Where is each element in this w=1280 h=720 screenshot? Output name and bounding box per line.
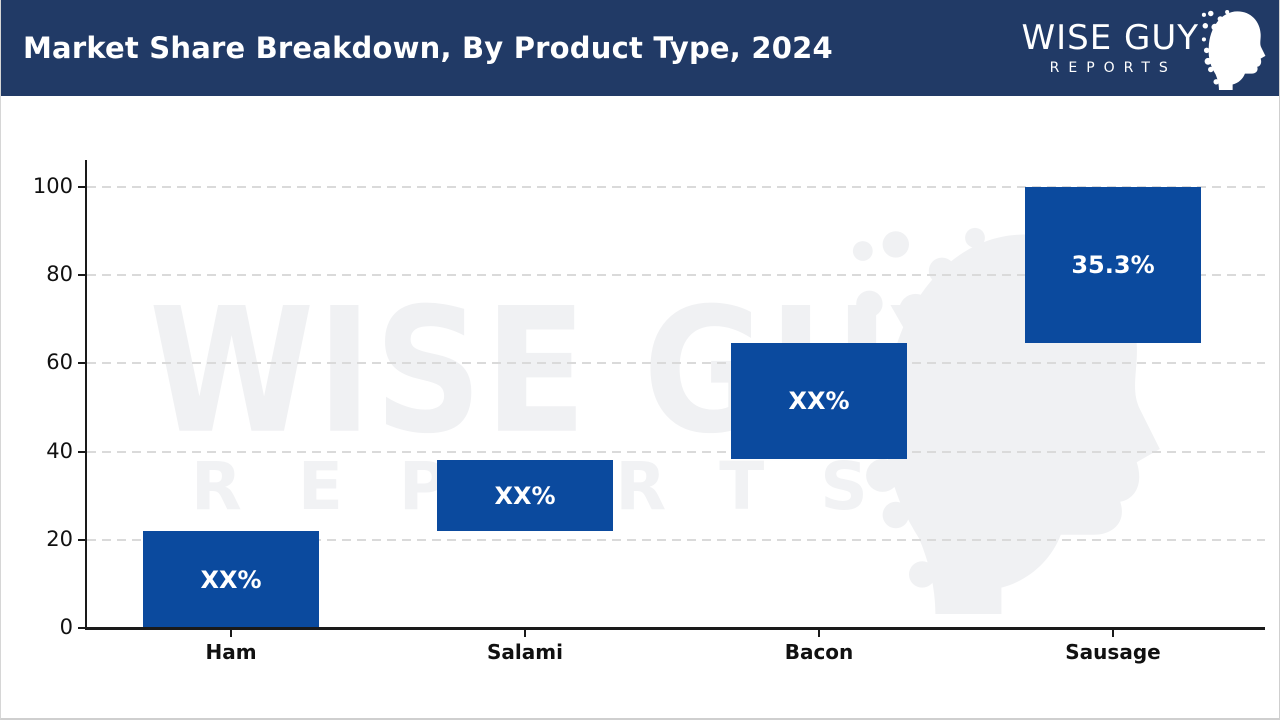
gridline-100 (87, 186, 1265, 188)
x-tick-label-salami: Salami (487, 640, 563, 664)
bar-bacon: XX% (731, 343, 907, 459)
x-tick-label-ham: Ham (205, 640, 257, 664)
bar-ham: XX% (143, 531, 319, 628)
bar-value-label-salami: XX% (494, 481, 556, 510)
logo-wordmark: WISE GUY REPORTS (1021, 18, 1199, 76)
y-tick-label-80: 80 (46, 262, 73, 286)
bar-sausage: 35.3% (1025, 187, 1201, 343)
bar-value-label-bacon: XX% (788, 387, 850, 415)
logo-face-icon (1195, 8, 1273, 91)
logo-subtitle: REPORTS (1049, 60, 1177, 76)
gridline-40 (87, 451, 1265, 453)
x-tick-label-sausage: Sausage (1065, 640, 1161, 664)
gridline-20 (87, 539, 1265, 541)
gridline-80 (87, 274, 1265, 276)
bar-value-label-sausage: 35.3% (1071, 251, 1155, 279)
page-title: Market Share Breakdown, By Product Type,… (23, 31, 833, 65)
x-tick-bacon (818, 630, 820, 637)
x-tick-salami (524, 630, 526, 637)
y-tick-label-20: 20 (46, 527, 73, 551)
y-tick-40 (78, 451, 85, 453)
y-tick-80 (78, 274, 85, 276)
logo-name: WISE GUY (1021, 18, 1199, 58)
x-tick-sausage (1112, 630, 1114, 637)
bar-value-label-ham: XX% (200, 565, 262, 594)
x-axis-line (85, 627, 1265, 630)
x-tick-label-bacon: Bacon (784, 640, 854, 664)
y-tick-label-60: 60 (46, 350, 73, 374)
y-tick-0 (78, 627, 85, 629)
y-tick-label-100: 100 (32, 174, 73, 198)
brand-logo: WISE GUY REPORTS (1019, 4, 1269, 92)
y-tick-100 (78, 186, 85, 188)
y-tick-label-40: 40 (46, 439, 73, 463)
y-axis-line (85, 160, 87, 630)
y-tick-20 (78, 539, 85, 541)
gridline-60 (87, 362, 1265, 364)
header: Market Share Breakdown, By Product Type,… (1, 0, 1279, 96)
x-tick-ham (230, 630, 232, 637)
bar-salami: XX% (437, 460, 613, 531)
y-tick-60 (78, 362, 85, 364)
y-tick-label-0: 0 (59, 615, 73, 639)
